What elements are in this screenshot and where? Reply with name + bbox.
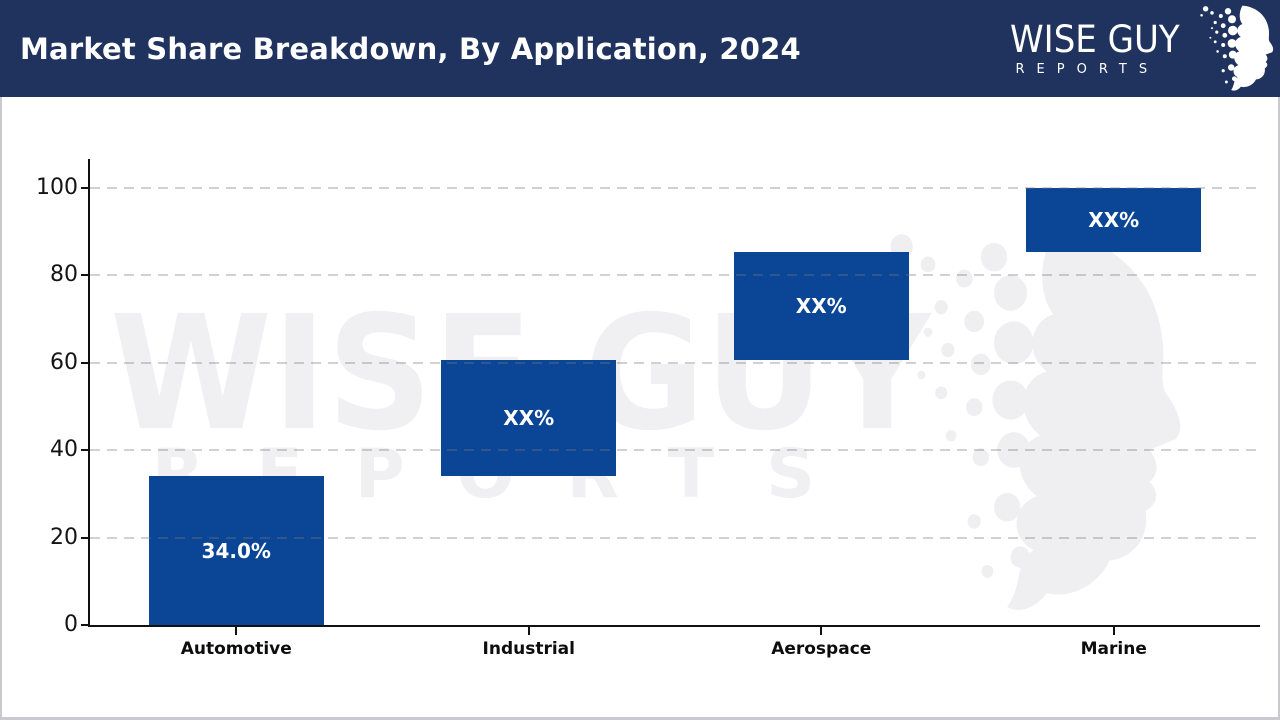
gridline (90, 449, 1260, 451)
y-tick-mark (81, 624, 90, 626)
y-tick-label: 80 (50, 262, 78, 287)
y-tick-mark (81, 536, 90, 539)
bar-value-label: XX% (503, 406, 555, 431)
x-tick-mark (235, 627, 238, 635)
y-axis-line (88, 159, 90, 627)
gridline (90, 536, 1260, 539)
bar-value-label: 34.0% (201, 538, 271, 563)
x-tick-label: Aerospace (771, 639, 872, 659)
gridline (90, 361, 1260, 364)
page-title: Market Share Breakdown, By Application, … (20, 31, 801, 66)
y-tick-mark (81, 361, 90, 364)
gridline (90, 186, 1260, 189)
y-tick-mark (81, 449, 90, 451)
y-tick-mark (81, 274, 90, 276)
x-tick-mark (527, 627, 530, 635)
brand-name: WISE GUY (1009, 18, 1180, 61)
y-tick-label: 60 (50, 349, 78, 375)
x-tick-mark (820, 627, 823, 635)
y-tick-label: 40 (50, 437, 78, 462)
brand-subtitle: REPORTS (1015, 62, 1160, 77)
y-tick-mark (81, 186, 90, 189)
brand-logo-text: WISE GUY REPORTS (1010, 21, 1194, 77)
brand-head-icon (1200, 5, 1274, 91)
chart-canvas: WISE GUY REPORTS 02040608010034.0%Automo… (0, 97, 1280, 720)
bar-industrial (441, 360, 617, 477)
plot-area: 0 20 40 60 80 100 34.0% Automotive XX% Industrial… (2, 97, 1278, 717)
y-tick-label: 100 (36, 174, 78, 200)
header: Market Share Breakdown, By Application, … (0, 0, 1280, 97)
bar-value-label: XX% (1088, 207, 1140, 232)
x-tick-label: Marine (1080, 639, 1147, 659)
bar-value-label: XX% (795, 294, 847, 319)
x-tick-label: Automotive (180, 639, 292, 659)
x-axis-line (88, 625, 1260, 627)
y-tick-label: 0 (64, 612, 78, 637)
bar-automotive (148, 476, 324, 625)
x-tick-mark (1112, 627, 1115, 635)
y-tick-label: 20 (50, 524, 78, 550)
x-tick-label: Industrial (482, 639, 575, 659)
brand-logo: WISE GUY REPORTS (1010, 4, 1276, 94)
gridline (90, 274, 1260, 276)
bar-aerospace (733, 251, 909, 361)
